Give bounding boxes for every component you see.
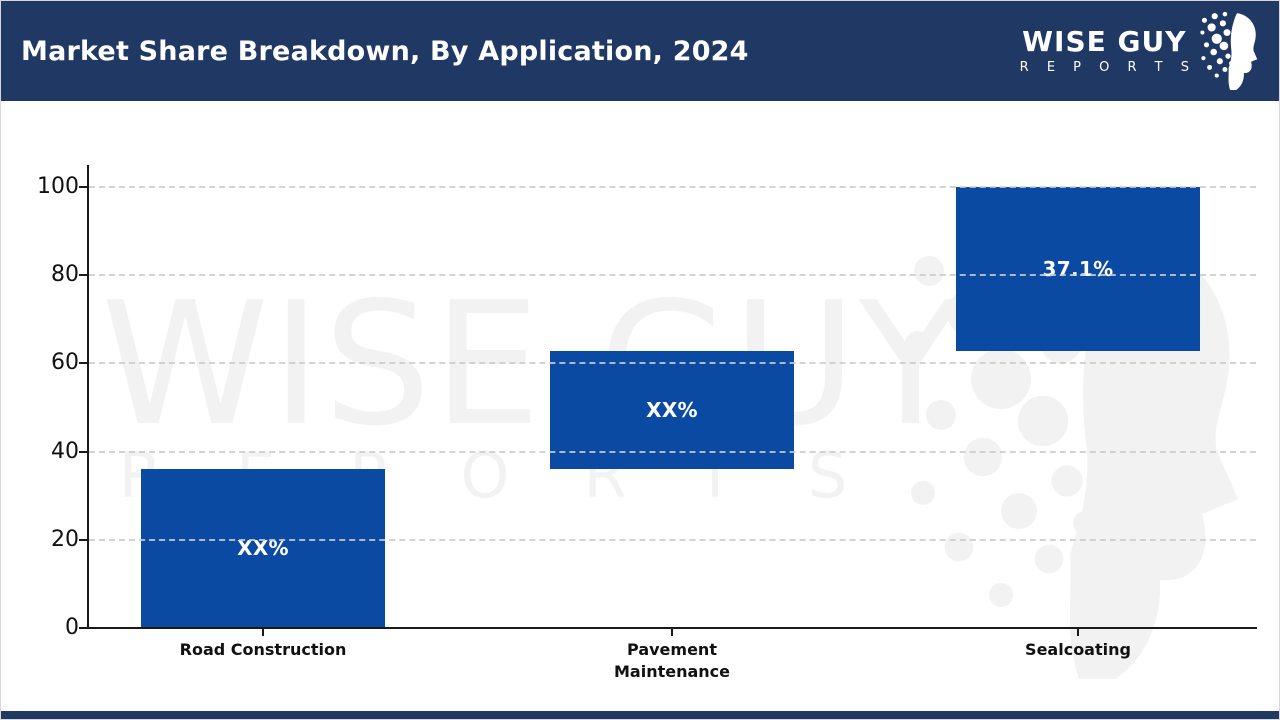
bar-road-construction: XX% (141, 468, 385, 628)
category-label-sealcoating: Sealcoating (918, 639, 1238, 661)
header-bar: Market Share Breakdown, By Application, … (1, 1, 1279, 101)
y-tick-mark-80 (79, 274, 88, 277)
x-tick-mark-1 (671, 629, 673, 636)
bar-sealcoating: 37.1% (956, 187, 1200, 351)
chart-area: WISE GUY REPORTS 0 20 40 60 80 100 XX% XX% 37.1… (1, 101, 1279, 713)
y-tick-label-0: 0 (65, 615, 79, 640)
dotted-face-icon (1200, 11, 1258, 90)
y-tick-label-20: 20 (51, 526, 79, 552)
y-tick-label-40: 40 (51, 438, 79, 464)
x-tick-mark-2 (1077, 629, 1079, 636)
gridline-60 (89, 362, 1256, 365)
x-tick-mark-0 (262, 629, 264, 636)
y-tick-mark-40 (79, 450, 88, 453)
bar-value-label: 37.1% (1042, 256, 1114, 281)
footer-bar (1, 711, 1279, 719)
category-label-line: Pavement (627, 640, 717, 659)
y-axis-line (87, 165, 89, 629)
y-tick-label-100: 100 (37, 174, 79, 199)
watermark-wordmark: WISE GUY (101, 266, 965, 464)
y-tick-mark-20 (79, 538, 88, 541)
category-label-pavement-maintenance: Pavement Maintenance (512, 639, 832, 683)
bar-value-label: XX% (646, 397, 698, 422)
category-label-line: Sealcoating (1025, 640, 1131, 659)
x-axis-line (87, 627, 1257, 629)
bar-pavement-maintenance: XX% (550, 350, 794, 469)
y-tick-mark-60 (79, 362, 88, 365)
gridline-80 (89, 274, 1256, 277)
gridline-40 (89, 450, 1256, 453)
logo-name: WISE GUY (1022, 25, 1187, 58)
category-label-line: Road Construction (179, 640, 347, 659)
logo-text: WISE GUY R E P O R T S (1020, 25, 1189, 75)
gridline-20 (89, 538, 1256, 541)
chart-title: Market Share Breakdown, By Application, … (21, 35, 749, 67)
gridline-100 (89, 186, 1256, 188)
y-tick-mark-0 (79, 627, 88, 629)
wise-guy-reports-logo: WISE GUY R E P O R T S (1020, 9, 1263, 93)
y-tick-label-80: 80 (51, 262, 79, 288)
category-label-line: Maintenance (613, 662, 730, 681)
y-tick-mark-100 (79, 186, 88, 188)
logo-subtitle: R E P O R T S (1019, 60, 1196, 75)
y-tick-label-60: 60 (51, 350, 79, 376)
category-label-road-construction: Road Construction (103, 639, 423, 661)
